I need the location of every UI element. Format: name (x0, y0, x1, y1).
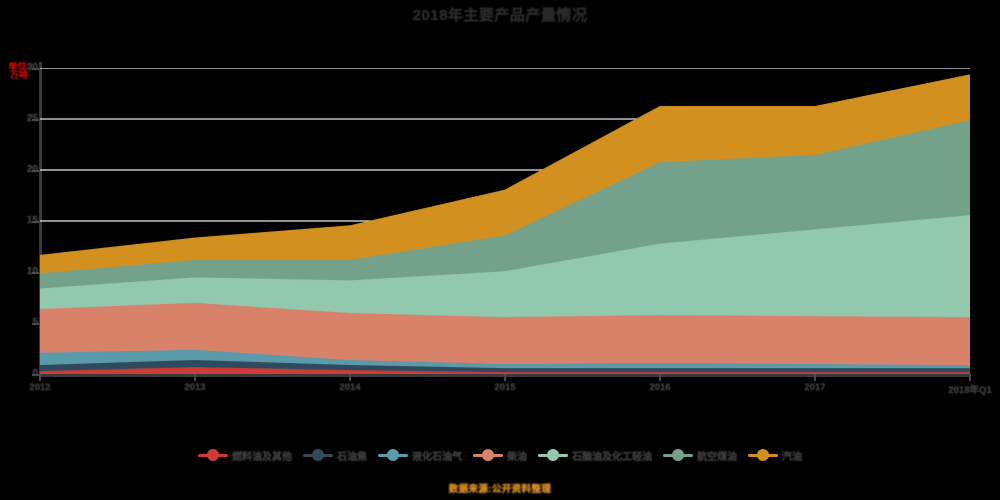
legend-dot-icon (207, 449, 219, 461)
legend-dot-icon (387, 449, 399, 461)
legend-dot-icon (482, 449, 494, 461)
y-tick-label: 30 (2, 62, 38, 73)
x-tick-label: 2016 (649, 382, 671, 393)
legend-label: 石油焦 (337, 451, 367, 463)
x-tick-label: 2014 (339, 382, 361, 393)
x-tick-label: 2015 (494, 382, 516, 393)
legend-item[interactable]: 石脑油及化工轻油 (538, 443, 652, 467)
y-tick-label: 10 (2, 266, 38, 277)
area-band (40, 303, 970, 366)
x-tick-mark (659, 374, 661, 381)
y-tick-mark (32, 323, 39, 325)
y-tick-mark (32, 272, 39, 274)
y-tick-mark (32, 221, 39, 223)
legend-item[interactable]: 汽油 (748, 443, 802, 467)
legend-item[interactable]: 燃料油及其他 (198, 443, 292, 467)
y-tick-label: 0 (2, 368, 38, 379)
y-tick-mark (32, 374, 39, 376)
x-tick-label: 2018年Q1 (948, 385, 992, 396)
y-tick-mark (32, 119, 39, 121)
legend-dot-icon (757, 449, 769, 461)
legend-marker-icon (303, 449, 333, 461)
x-tick-mark (814, 374, 816, 381)
legend-label: 汽油 (782, 451, 802, 463)
series-line (40, 74, 970, 257)
y-axis-unit-label: 单位:万吨 (8, 62, 30, 80)
y-tick-label: 20 (2, 164, 38, 175)
plot-svg (40, 68, 970, 374)
legend-marker-icon (538, 449, 568, 461)
source-caption: 数据来源:公开资料整理 (448, 484, 552, 495)
legend-dot-icon (672, 449, 684, 461)
y-tick-mark (32, 170, 39, 172)
area-band (40, 75, 970, 275)
legend-marker-icon (378, 449, 408, 461)
legend-label: 柴油 (507, 451, 527, 463)
y-axis-spine (39, 62, 42, 376)
legend-marker-icon (198, 449, 228, 461)
legend-dot-icon (547, 449, 559, 461)
y-axis-ticks: 0 5 10 15 20 25 30 (0, 0, 39, 500)
chart-legend: 燃料油及其他 石油焦 液化石油气 柴油 石脑油及化工轻油 航空煤油 汽油 (0, 440, 1000, 470)
stacked-areas (40, 75, 970, 374)
legend-label: 燃料油及其他 (232, 451, 292, 463)
legend-item[interactable]: 液化石油气 (378, 443, 462, 467)
plot-area (40, 68, 970, 374)
y-tick-label: 25 (2, 113, 38, 124)
legend-label: 航空煤油 (697, 451, 737, 463)
series-line (40, 302, 970, 319)
x-tick-mark (969, 374, 971, 381)
x-tick-label: 2013 (184, 382, 206, 393)
x-tick-label: 2012 (29, 382, 51, 393)
page-title: 2018年主要产品产量情况 (412, 7, 588, 24)
legend-marker-icon (663, 449, 693, 461)
y-tick-mark (32, 68, 39, 70)
y-tick-label: 15 (2, 215, 38, 226)
x-tick-mark (194, 374, 196, 381)
legend-item[interactable]: 柴油 (473, 443, 527, 467)
legend-item[interactable]: 航空煤油 (663, 443, 737, 467)
x-axis-ticks: 2012 2013 2014 2015 2016 2017 2018年Q1 (0, 374, 1000, 400)
x-tick-mark (504, 374, 506, 381)
x-tick-mark (39, 374, 41, 381)
series-lines (40, 74, 970, 374)
legend-marker-icon (748, 449, 778, 461)
legend-marker-icon (473, 449, 503, 461)
legend-dot-icon (312, 449, 324, 461)
series-line (40, 359, 970, 370)
x-tick-label: 2017 (804, 382, 826, 393)
series-line (40, 215, 970, 291)
area-band (40, 121, 970, 290)
legend-label: 石脑油及化工轻油 (572, 451, 652, 463)
series-line (40, 349, 970, 367)
legend-item[interactable]: 石油焦 (303, 443, 367, 467)
y-tick-label: 5 (2, 317, 38, 328)
area-band (40, 215, 970, 318)
legend-label: 液化石油气 (412, 451, 462, 463)
series-line (40, 120, 970, 275)
x-tick-mark (349, 374, 351, 381)
series-line (40, 367, 970, 374)
